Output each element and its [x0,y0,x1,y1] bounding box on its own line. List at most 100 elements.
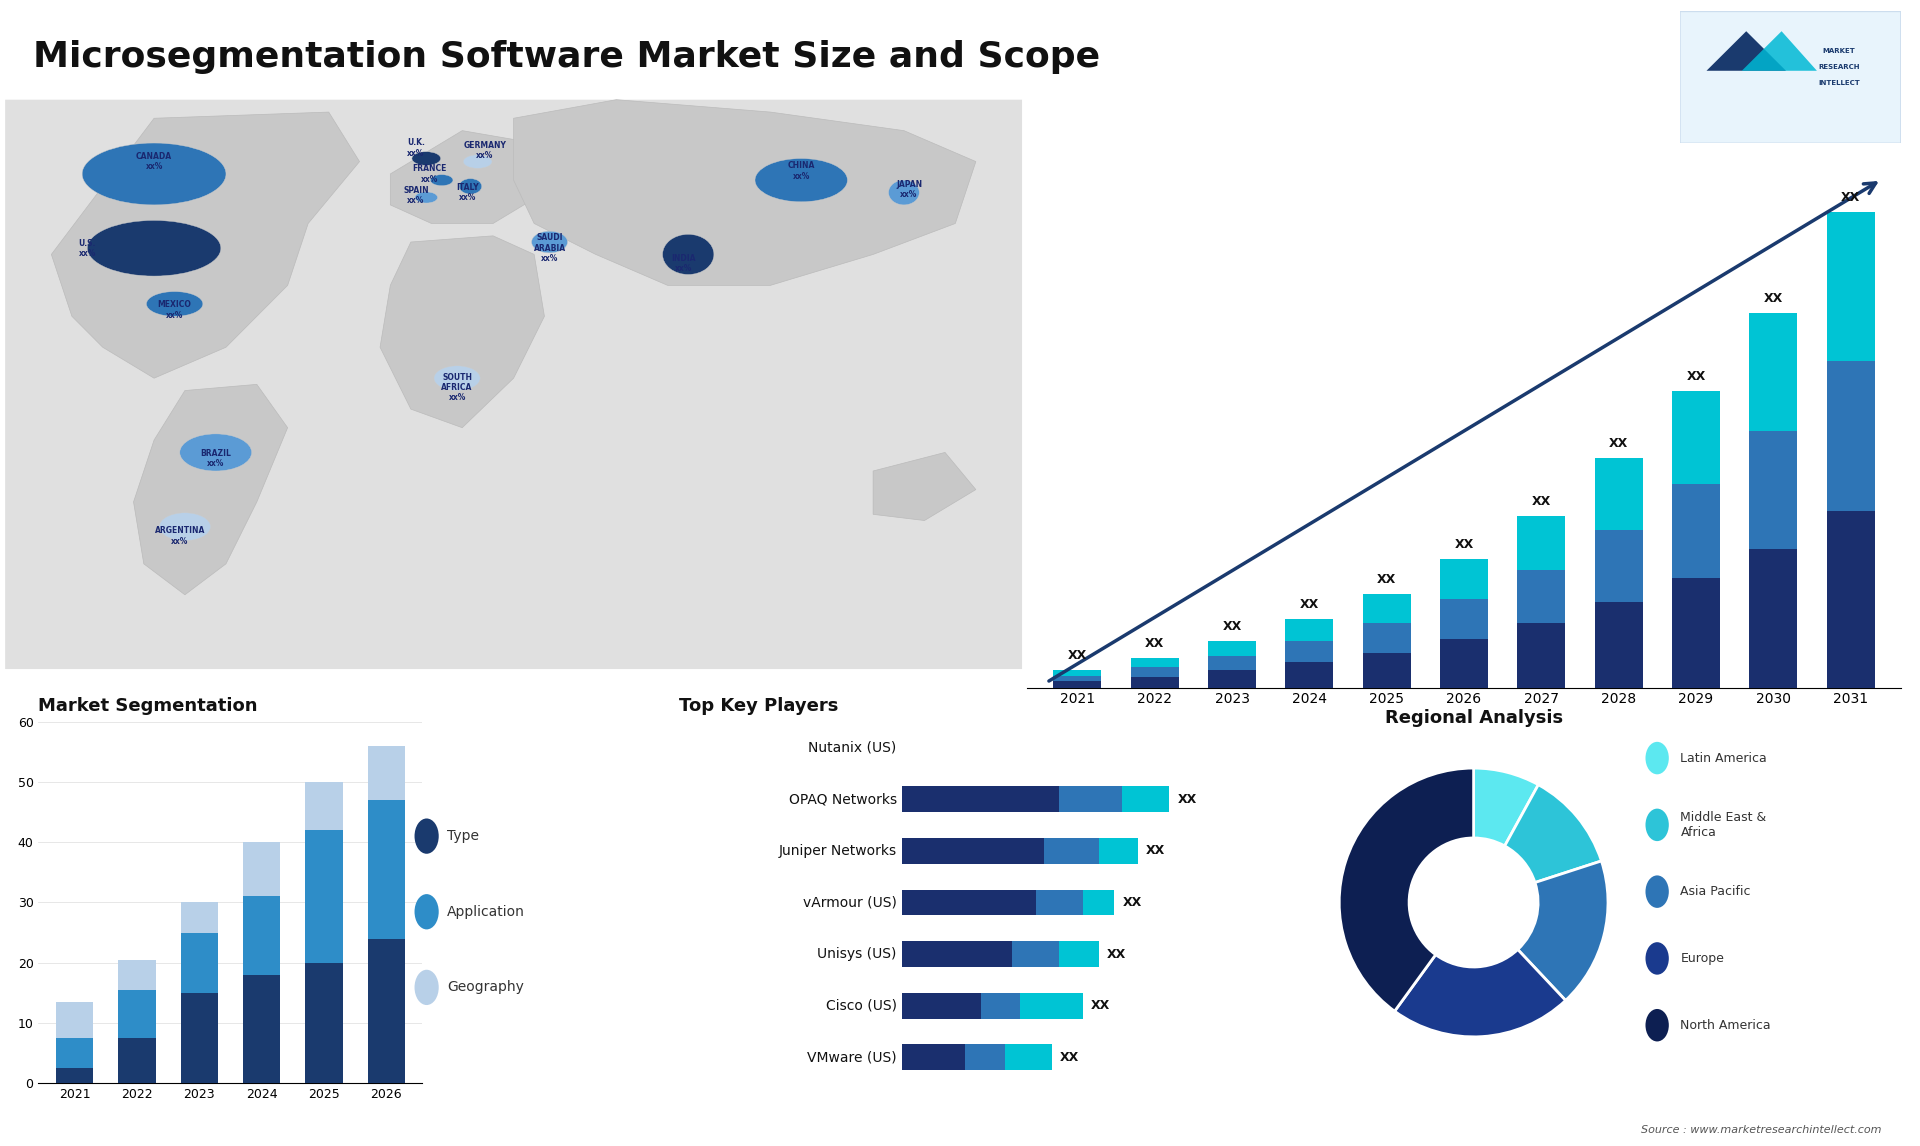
Ellipse shape [83,143,227,205]
Circle shape [1645,942,1668,974]
Circle shape [1645,876,1668,908]
Bar [1020,992,1083,1019]
Text: XX: XX [1841,190,1860,204]
Bar [966,1044,1004,1070]
Circle shape [415,818,438,854]
Bar [119,990,156,1038]
Title: Regional Analysis: Regional Analysis [1384,709,1563,728]
Text: MARKET: MARKET [1822,48,1855,54]
Text: Europe: Europe [1680,952,1724,965]
Bar [180,903,219,933]
Text: Type: Type [447,829,480,843]
Bar [1672,485,1720,578]
Bar [1826,212,1874,361]
Text: Juniper Networks: Juniper Networks [778,843,897,858]
Bar [1054,670,1102,676]
Text: Cisco (US): Cisco (US) [826,998,897,1013]
Bar [119,1038,156,1083]
Text: ARGENTINA
xx%: ARGENTINA xx% [156,526,205,545]
Bar [1517,517,1565,570]
Text: OPAQ Networks: OPAQ Networks [789,792,897,807]
Text: Source : www.marketresearchintellect.com: Source : www.marketresearchintellect.com [1642,1124,1882,1135]
Text: SOUTH
AFRICA
xx%: SOUTH AFRICA xx% [442,372,472,402]
Circle shape [1645,1008,1668,1042]
Polygon shape [874,453,975,520]
Bar [242,974,280,1083]
Text: VMware (US): VMware (US) [806,1050,897,1065]
Bar [1749,431,1797,549]
Text: Latin America: Latin America [1680,752,1766,764]
Bar [180,992,219,1083]
Bar [1284,662,1332,688]
Bar [1440,559,1488,599]
Bar [367,800,405,939]
Title: Top Key Players: Top Key Players [678,697,839,715]
Ellipse shape [434,366,480,391]
Wedge shape [1519,861,1607,1000]
Text: BRAZIL
xx%: BRAZIL xx% [200,449,230,469]
FancyBboxPatch shape [6,100,1021,669]
Text: GERMANY
xx%: GERMANY xx% [463,141,507,160]
Text: XX: XX [1144,637,1164,650]
Text: XX: XX [1123,896,1142,909]
Bar [119,959,156,990]
Text: U.S.
xx%: U.S. xx% [79,238,96,258]
Text: JAPAN
xx%: JAPAN xx% [897,180,922,199]
Bar [1517,623,1565,688]
Text: FRANCE
xx%: FRANCE xx% [413,164,447,183]
Text: XX: XX [1609,437,1628,449]
Bar [1208,656,1256,670]
Text: U.K.
xx%: U.K. xx% [407,139,424,158]
Bar [1672,578,1720,688]
Circle shape [1645,741,1668,775]
Polygon shape [515,100,975,285]
Text: XX: XX [1068,650,1087,662]
Text: XX: XX [1223,620,1242,633]
Text: CHINA
xx%: CHINA xx% [787,162,814,181]
Bar [1060,786,1123,813]
Bar [1060,941,1098,967]
Ellipse shape [415,191,438,203]
Bar [242,896,280,974]
Text: XX: XX [1146,845,1165,857]
Text: XX: XX [1091,999,1110,1012]
Bar [1054,681,1102,688]
Bar [1596,529,1644,602]
Bar [1672,391,1720,485]
Bar [1363,623,1411,653]
Text: Microsegmentation Software Market Size and Scope: Microsegmentation Software Market Size a… [33,40,1100,74]
Text: Unisys (US): Unisys (US) [818,947,897,961]
Bar [56,1068,94,1083]
Ellipse shape [180,434,252,471]
Text: ITALY
xx%: ITALY xx% [457,183,478,202]
Polygon shape [1707,31,1786,71]
Bar [1749,549,1797,688]
Wedge shape [1505,785,1601,882]
Bar [1098,838,1139,864]
Text: Geography: Geography [447,980,524,995]
Bar [902,838,1044,864]
Bar [902,889,1037,916]
Bar [305,783,342,830]
Text: XX: XX [1686,370,1705,383]
Text: SPAIN
xx%: SPAIN xx% [403,186,428,205]
Text: MEXICO
xx%: MEXICO xx% [157,300,192,320]
Text: INTELLECT: INTELLECT [1818,79,1860,86]
Text: XX: XX [1177,793,1196,806]
Bar [1083,889,1114,916]
Bar [242,842,280,896]
Polygon shape [134,384,288,595]
Bar [1131,677,1179,688]
Ellipse shape [146,291,204,316]
Bar [1284,619,1332,641]
Ellipse shape [463,155,492,168]
FancyBboxPatch shape [1680,11,1901,143]
Bar [1004,1044,1052,1070]
Bar [56,1038,94,1068]
Text: XX: XX [1764,292,1784,305]
Bar [1440,639,1488,688]
Text: Market Segmentation: Market Segmentation [38,697,257,715]
Text: Middle East &
Africa: Middle East & Africa [1680,811,1766,839]
Text: CANADA
xx%: CANADA xx% [136,152,173,171]
Bar [56,1002,94,1038]
